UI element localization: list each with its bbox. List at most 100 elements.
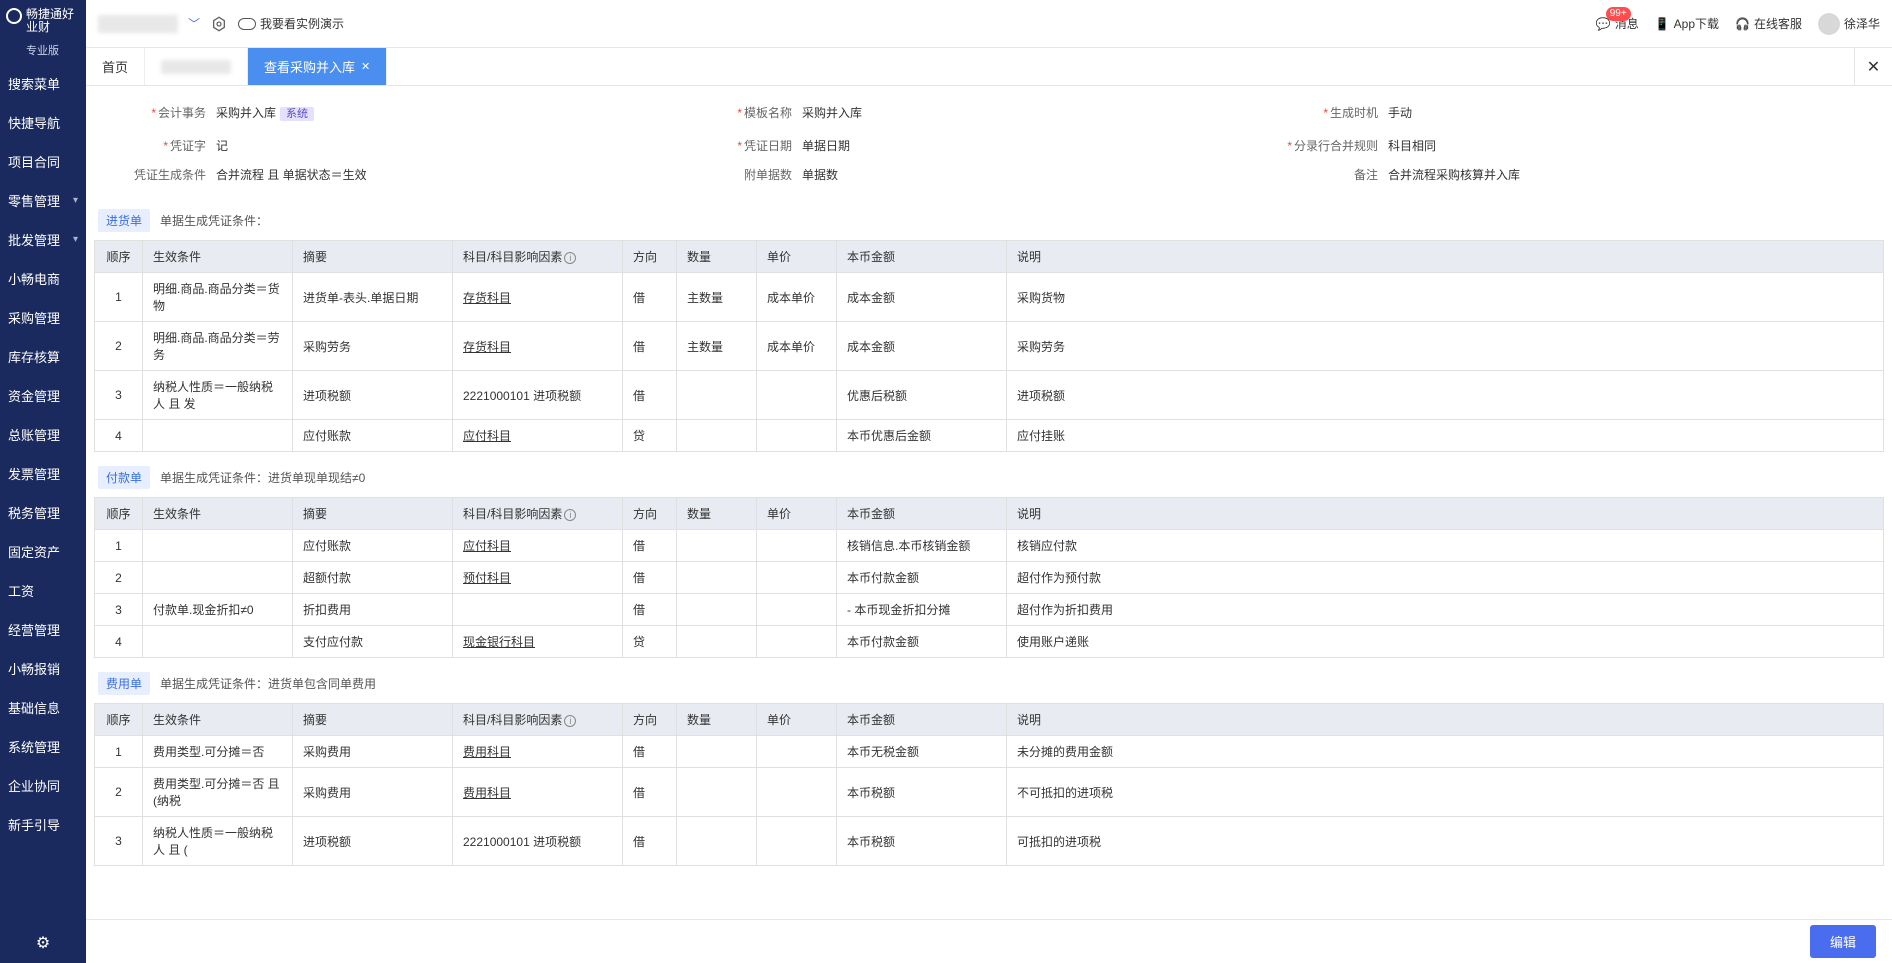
sec2-sub: 单据生成凭证条件：进货单现单现结≠0 xyxy=(160,469,365,486)
sidebar-item-18[interactable]: 企业协同 xyxy=(0,766,86,805)
topbar: ﹀ 我要看实例演示 💬 消息 99+ 📱 App下载 🎧 xyxy=(86,0,1892,48)
cell-summary: 超额付款 xyxy=(293,562,453,594)
messages-button[interactable]: 💬 消息 99+ xyxy=(1596,15,1639,32)
table-row: 1费用类型.可分摊＝否采购费用费用科目借本币无税金额未分摊的费用金额 xyxy=(95,736,1884,768)
cell-dir: 借 xyxy=(623,817,677,866)
th-price: 单价 xyxy=(757,241,837,273)
sidebar-item-19[interactable]: 新手引导 xyxy=(0,805,86,844)
cell-seq: 1 xyxy=(95,736,143,768)
tab-close-icon[interactable]: ✕ xyxy=(361,60,370,73)
th-seq: 顺序 xyxy=(95,704,143,736)
tab-active[interactable]: 查看采购并入库 ✕ xyxy=(248,48,387,85)
f5-value: 单据日期 xyxy=(802,137,850,154)
th-amt: 本币金额 xyxy=(837,498,1007,530)
f6-label: 分录行合并规则 xyxy=(1294,139,1378,153)
sidebar-item-label: 发票管理 xyxy=(8,464,60,483)
th-dir: 方向 xyxy=(623,704,677,736)
user-name: 徐泽华 xyxy=(1844,15,1880,32)
content-scroll[interactable]: *会计事务采购并入库系统 *模板名称采购并入库 *生成时机手动 *凭证字记 *凭… xyxy=(86,86,1892,963)
sidebar-item-label: 批发管理 xyxy=(8,230,60,249)
tab-blurred[interactable] xyxy=(145,48,248,85)
sidebar-item-9[interactable]: 总账管理 xyxy=(0,415,86,454)
settings-icon[interactable] xyxy=(210,15,228,33)
th-desc: 说明 xyxy=(1007,498,1884,530)
cell-desc: 应付挂账 xyxy=(1007,420,1884,452)
cell-dir: 借 xyxy=(623,768,677,817)
download-button[interactable]: 📱 App下载 xyxy=(1655,15,1719,32)
f9-value: 合并流程采购核算并入库 xyxy=(1388,166,1520,183)
sidebar-item-11[interactable]: 税务管理 xyxy=(0,493,86,532)
cell-seq: 3 xyxy=(95,817,143,866)
sidebar-item-0[interactable]: 搜索菜单 xyxy=(0,64,86,103)
sidebar-item-16[interactable]: 基础信息 xyxy=(0,688,86,727)
demo-link[interactable]: 我要看实例演示 xyxy=(238,15,344,32)
cell-price xyxy=(757,594,837,626)
sidebar-item-1[interactable]: 快捷导航 xyxy=(0,103,86,142)
sidebar-item-8[interactable]: 资金管理 xyxy=(0,376,86,415)
tab-active-label: 查看采购并入库 xyxy=(264,57,355,76)
cell-summary: 采购费用 xyxy=(293,768,453,817)
sidebar-item-label: 采购管理 xyxy=(8,308,60,327)
cell-qty xyxy=(677,817,757,866)
user-menu[interactable]: 徐泽华 xyxy=(1818,13,1880,35)
cell-dir: 借 xyxy=(623,273,677,322)
cell-summary: 采购劳务 xyxy=(293,322,453,371)
sidebar-item-2[interactable]: 项目合同 xyxy=(0,142,86,181)
cell-price xyxy=(757,817,837,866)
sidebar-item-label: 工资 xyxy=(8,581,34,600)
table-row: 1应付账款应付科目借核销信息.本币核销金额核销应付款 xyxy=(95,530,1884,562)
th-price: 单价 xyxy=(757,704,837,736)
cell-price xyxy=(757,562,837,594)
info-icon[interactable]: i xyxy=(564,715,576,727)
th-cond: 生效条件 xyxy=(143,498,293,530)
tab-blur-content xyxy=(161,60,231,74)
cell-seq: 4 xyxy=(95,626,143,658)
edit-button[interactable]: 编辑 xyxy=(1810,925,1876,958)
th-dir: 方向 xyxy=(623,241,677,273)
cell-cond: 费用类型.可分摊＝否 xyxy=(143,736,293,768)
sidebar-item-7[interactable]: 库存核算 xyxy=(0,337,86,376)
cell-desc: 使用账户递账 xyxy=(1007,626,1884,658)
sidebar-item-14[interactable]: 经营管理 xyxy=(0,610,86,649)
service-button[interactable]: 🎧 在线客服 xyxy=(1735,15,1802,32)
sidebar-item-13[interactable]: 工资 xyxy=(0,571,86,610)
sidebar-item-label: 资金管理 xyxy=(8,386,60,405)
tabs-close-all[interactable]: ✕ xyxy=(1854,48,1892,85)
cell-subj: 费用科目 xyxy=(453,736,623,768)
sidebar-item-15[interactable]: 小畅报销 xyxy=(0,649,86,688)
cell-cond xyxy=(143,420,293,452)
cell-seq: 2 xyxy=(95,562,143,594)
section-3: 费用单 单据生成凭证条件：进货单包含同单费用 顺序生效条件摘要科目/科目影响因素… xyxy=(86,664,1892,866)
th-price: 单价 xyxy=(757,498,837,530)
sidebar-item-6[interactable]: 采购管理 xyxy=(0,298,86,337)
info-icon[interactable]: i xyxy=(564,509,576,521)
th-seq: 顺序 xyxy=(95,241,143,273)
org-selector[interactable] xyxy=(98,15,178,33)
table-row: 4应付账款应付科目贷本币优惠后金额应付挂账 xyxy=(95,420,1884,452)
cell-seq: 4 xyxy=(95,420,143,452)
org-dropdown-caret[interactable]: ﹀ xyxy=(188,15,200,32)
cell-price: 成本单价 xyxy=(757,273,837,322)
cell-summary: 应付账款 xyxy=(293,530,453,562)
sidebar-item-17[interactable]: 系统管理 xyxy=(0,727,86,766)
f9-label: 备注 xyxy=(1354,168,1378,182)
sidebar-item-12[interactable]: 固定资产 xyxy=(0,532,86,571)
settings-gear-icon[interactable]: ⚙ xyxy=(0,923,86,963)
th-qty: 数量 xyxy=(677,241,757,273)
sidebar-item-4[interactable]: 批发管理▾ xyxy=(0,220,86,259)
sec2-tag: 付款单 xyxy=(98,466,150,489)
logo[interactable]: 畅捷通好业财 xyxy=(0,0,86,42)
sidebar-item-3[interactable]: 零售管理▾ xyxy=(0,181,86,220)
info-icon[interactable]: i xyxy=(564,252,576,264)
sidebar-item-10[interactable]: 发票管理 xyxy=(0,454,86,493)
sidebar-item-label: 总账管理 xyxy=(8,425,60,444)
sidebar-item-label: 基础信息 xyxy=(8,698,60,717)
sidebar-item-5[interactable]: 小畅电商 xyxy=(0,259,86,298)
cell-cond: 付款单.现金折扣≠0 xyxy=(143,594,293,626)
tab-home[interactable]: 首页 xyxy=(86,48,145,85)
tab-home-label: 首页 xyxy=(102,57,128,76)
th-desc: 说明 xyxy=(1007,704,1884,736)
th-cond: 生效条件 xyxy=(143,704,293,736)
f5-label: 凭证日期 xyxy=(744,139,792,153)
f7-label: 凭证生成条件 xyxy=(134,168,206,182)
